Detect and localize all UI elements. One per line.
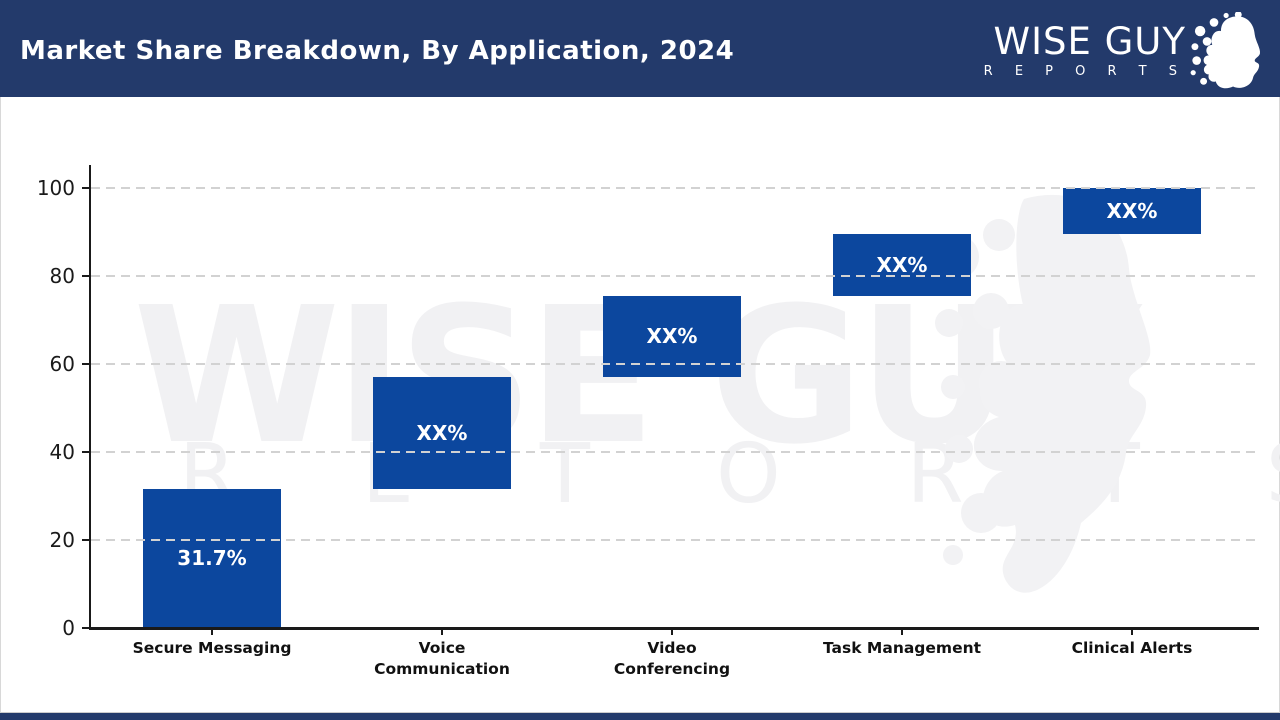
y-tick-mark: [82, 539, 89, 541]
bar-value-label: XX%: [876, 252, 928, 277]
x-tick-mark: [1131, 630, 1133, 635]
watermark-face-profile: [935, 194, 1151, 593]
x-tick-mark: [211, 630, 213, 635]
x-tick-mark: [671, 630, 673, 635]
logo-text: WISE GUY R E P O R T S: [983, 20, 1186, 80]
y-tick-label: 20: [49, 528, 75, 552]
y-tick-label: 80: [49, 264, 75, 288]
bar-secure-messaging: 31.7%: [143, 488, 281, 628]
y-tick-mark: [82, 627, 89, 629]
footer-banner: [0, 713, 1280, 720]
logo-wordmark: WISE GUY: [993, 20, 1186, 63]
chart-figure: WISE GUY R E T O R T S 02040608010031.7%…: [0, 97, 1280, 713]
wise-guy-reports-logo: WISE GUY R E P O R T S: [984, 8, 1266, 92]
x-category-label: Video Conferencing: [613, 639, 731, 678]
gridline-40: [91, 451, 1259, 453]
dotted-face-profile-icon: [1190, 12, 1261, 89]
header-banner: Market Share Breakdown, By Application, …: [0, 0, 1280, 97]
market-share-chart: 0 20 40 60 80 100 31.7% Secure Messaging XX% Voic…: [1, 97, 1280, 713]
bar-value-label: XX%: [1106, 199, 1158, 224]
x-category-label: Voice Communication: [374, 639, 510, 678]
gridline-100: [91, 187, 1259, 189]
x-category-label: Secure Messaging: [132, 639, 292, 657]
bar-clinical-alerts: XX%: [1063, 188, 1201, 235]
x-tick-mark: [901, 630, 903, 635]
y-tick-mark: [82, 451, 89, 453]
x-category-label: Task Management: [822, 639, 982, 657]
page-title: Market Share Breakdown, By Application, …: [20, 36, 735, 66]
logo-subtitle: R E P O R T S: [983, 64, 1186, 79]
y-tick-label: 100: [36, 176, 75, 200]
bar-value-label: XX%: [416, 420, 468, 445]
y-tick-label: 40: [49, 440, 75, 464]
y-tick-mark: [82, 363, 89, 365]
y-tick-label: 0: [62, 616, 75, 640]
y-tick-mark: [82, 187, 89, 189]
x-tick-mark: [441, 630, 443, 635]
bar-voice-communication: XX%: [373, 377, 511, 489]
x-category-label: Clinical Alerts: [1071, 639, 1193, 657]
bar-value-label: XX%: [646, 324, 698, 349]
y-axis-line: [89, 165, 91, 629]
gridline-20: [91, 539, 1259, 541]
bar-task-management: XX%: [833, 234, 971, 296]
bar-value-label: 31.7%: [177, 546, 247, 571]
y-tick-label: 60: [49, 352, 75, 376]
gridline-60: [91, 363, 1259, 365]
x-axis-line: [89, 627, 1259, 630]
gridline-80: [91, 275, 1259, 277]
y-tick-mark: [82, 275, 89, 277]
